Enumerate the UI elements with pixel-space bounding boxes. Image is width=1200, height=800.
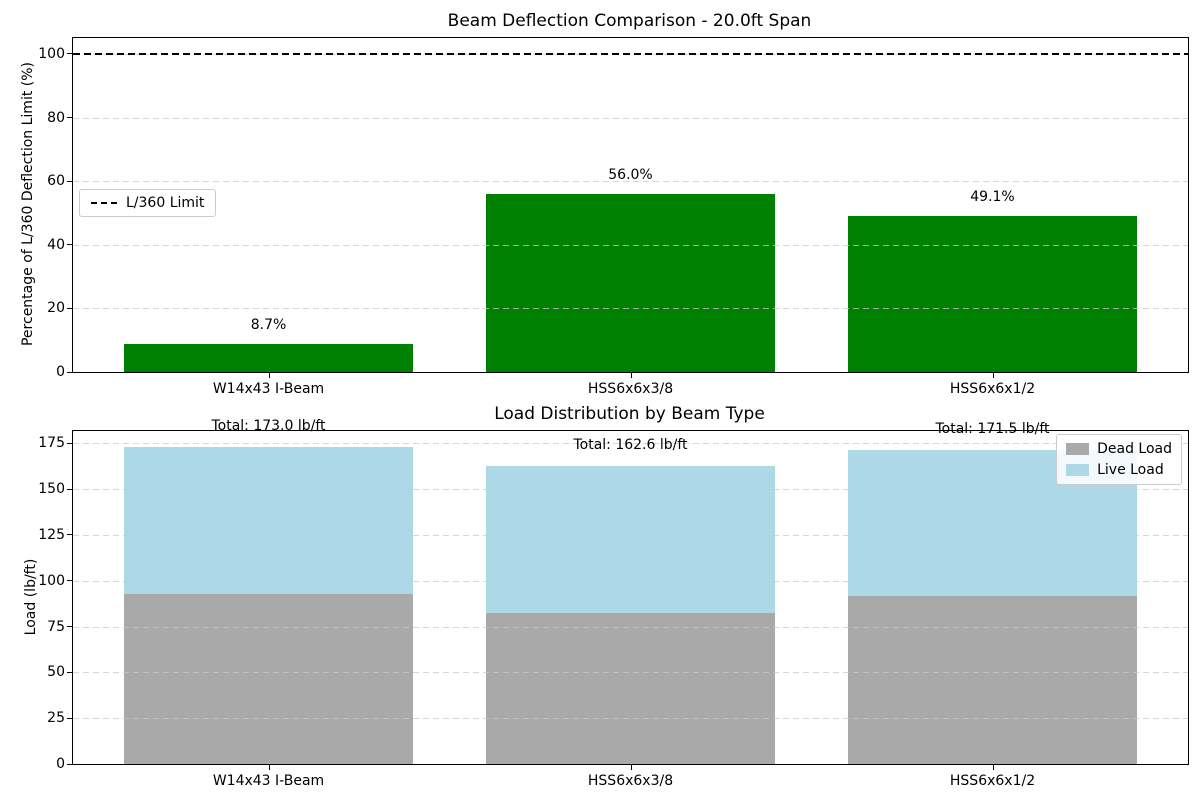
legend-row-live-load: Live Load <box>1066 462 1172 478</box>
dashed-line-sample <box>91 202 117 204</box>
x-tick-label: W14x43 I-Beam <box>212 381 325 397</box>
y-tick-mark <box>67 117 72 118</box>
x-tick-label: HSS6x6x1/2 <box>949 773 1036 789</box>
legend-label-dead-load: Dead Load <box>1097 441 1172 457</box>
y-tick-mark <box>67 442 72 444</box>
gridline <box>73 244 1188 246</box>
x-tick-label: HSS6x6x3/8 <box>587 381 674 397</box>
gridline <box>73 534 1188 536</box>
x-tick-label: HSS6x6x1/2 <box>949 381 1036 397</box>
x-tick-label: W14x43 I-Beam <box>212 773 325 789</box>
y-tick-label: 80 <box>47 109 65 126</box>
bar-segment <box>123 446 414 594</box>
x-tick-mark <box>268 765 270 770</box>
bar-segment <box>123 593 414 764</box>
bar-segment <box>847 596 1138 764</box>
bar <box>847 215 1138 372</box>
y-tick-label: 100 <box>38 45 65 62</box>
y-tick-label: 20 <box>47 300 65 317</box>
y-tick-label: 60 <box>47 173 65 190</box>
gridline <box>73 580 1188 582</box>
x-tick-mark <box>630 765 632 770</box>
y-tick-mark <box>67 626 72 627</box>
x-tick-label: HSS6x6x3/8 <box>587 773 674 789</box>
chart1-legend: L/360 Limit <box>79 189 217 217</box>
chart2-legend: Dead Load Live Load <box>1056 434 1182 485</box>
chart2-plot-area: Dead Load Live Load 0 25 50 75 100 125 150 175 W… <box>38 418 1189 789</box>
bar-segment <box>485 612 776 764</box>
gridline <box>73 718 1188 720</box>
y-tick-label: 0 <box>56 756 65 772</box>
gridline <box>73 308 1188 310</box>
y-tick-mark <box>67 371 72 373</box>
bar <box>123 344 414 372</box>
y-tick-label: 175 <box>38 435 65 452</box>
y-tick-label: 25 <box>47 710 65 727</box>
gridline <box>73 672 1188 674</box>
legend-row-dead-load: Dead Load <box>1066 441 1172 457</box>
y-tick-label: 0 <box>56 364 65 380</box>
legend-label-l360-limit: L/360 Limit <box>126 195 205 211</box>
bar <box>485 193 776 372</box>
y-tick-mark <box>67 244 72 246</box>
y-tick-mark <box>67 763 72 765</box>
y-tick-label: 125 <box>38 526 65 543</box>
y-tick-label: 150 <box>38 481 65 497</box>
live-load-swatch <box>1066 464 1090 476</box>
total-label: Total: 171.5 lb/ft <box>935 420 1050 437</box>
chart1-title: Beam Deflection Comparison - 20.0ft Span <box>447 11 812 31</box>
y-tick-mark <box>67 671 72 673</box>
chart1-plot-area: L/360 Limit 0 20 40 60 80 100 W14x43 I-Beam 8.7… <box>38 37 1189 397</box>
y-tick-mark <box>67 53 72 55</box>
x-tick-mark <box>992 373 994 378</box>
y-tick-mark <box>67 488 72 490</box>
total-label: Total: 173.0 lb/ft <box>211 417 326 434</box>
gridline <box>73 443 1188 445</box>
x-tick-mark <box>630 373 632 378</box>
gridline <box>73 117 1188 119</box>
gridline <box>73 489 1188 490</box>
gridline <box>73 181 1188 183</box>
legend-label-live-load: Live Load <box>1097 462 1164 478</box>
value-label: 8.7% <box>250 317 287 334</box>
y-tick-mark <box>67 307 72 309</box>
bar-segment <box>485 465 776 613</box>
y-tick-mark <box>67 717 72 719</box>
y-tick-label: 100 <box>38 572 65 589</box>
gridline <box>73 626 1188 628</box>
y-tick-label: 75 <box>47 618 65 635</box>
value-label: 49.1% <box>970 188 1015 205</box>
y-tick-mark <box>67 534 72 536</box>
total-label: Total: 162.6 lb/ft <box>573 436 688 453</box>
value-label: 56.0% <box>608 166 653 183</box>
x-tick-mark <box>992 765 994 770</box>
reference-line <box>73 52 1188 55</box>
y-tick-mark <box>67 580 72 582</box>
y-tick-label: 50 <box>47 664 65 681</box>
y-tick-label: 40 <box>47 236 65 253</box>
x-tick-mark <box>268 373 270 378</box>
chart2-title: Load Distribution by Beam Type <box>494 404 765 424</box>
y-tick-mark <box>67 180 72 182</box>
dead-load-swatch <box>1066 443 1090 455</box>
